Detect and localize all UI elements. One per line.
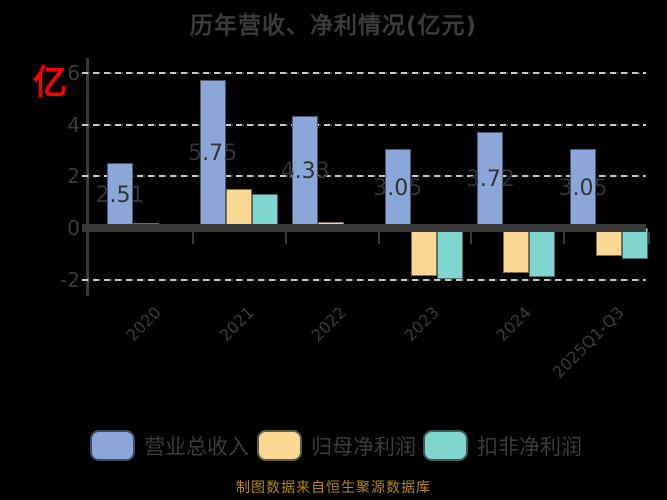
legend-label-deducted-net-profit: 扣非净利润	[477, 434, 582, 459]
gridline-2	[82, 175, 646, 178]
y-tick-label--2: -2	[60, 267, 80, 292]
x-axis-tick-1	[284, 232, 287, 244]
bar-revenue-2022	[292, 116, 319, 228]
bar-value-label-2020: 2.51	[95, 182, 145, 208]
y-axis-unit-label: 亿	[33, 63, 67, 103]
bar-revenue-2021	[199, 79, 226, 228]
bar-net-profit-2021	[225, 189, 252, 228]
legend-label-net-profit: 归母净利润	[311, 434, 416, 459]
bar-deducted-net-profit-2025Q1-Q3	[622, 228, 648, 260]
y-tick-label-2: 2	[67, 164, 80, 189]
gridline--2	[82, 278, 646, 281]
legend-swatch-net-profit	[257, 430, 302, 461]
legend-swatch-deducted-net-profit	[423, 430, 468, 461]
bar-net-profit-2025Q1-Q3	[596, 228, 622, 257]
bar-net-profit-2023	[410, 228, 437, 276]
legend-label-revenue: 营业总收入	[144, 434, 249, 459]
bar-deducted-net-profit-2024	[529, 228, 556, 278]
bar-deducted-net-profit-2021	[251, 193, 278, 228]
bar-revenue-2020	[107, 163, 133, 228]
y-tick-label-6: 6	[67, 61, 80, 86]
bar-revenue-2023	[384, 149, 411, 228]
bar-revenue-2024	[477, 132, 504, 228]
bar-value-label-2022: 4.33	[280, 159, 330, 185]
bar-deducted-net-profit-2023	[436, 228, 463, 279]
legend-item-deducted-net-profit: 扣非净利润	[423, 430, 582, 461]
y-tick-label-4: 4	[67, 112, 80, 137]
x-axis-tick-0	[192, 232, 195, 244]
bar-value-label-2024: 3.72	[465, 167, 515, 192]
x-axis-tick-3	[470, 232, 473, 244]
bar-value-label-2025Q1-Q3: 3.05	[558, 175, 608, 201]
gridline-6	[82, 72, 646, 75]
x-axis-tick-4	[562, 232, 565, 244]
x-axis-tick-2	[377, 232, 380, 244]
x-axis-zero-line	[82, 224, 646, 232]
chart-title: 历年营收、净利情况(亿元)	[189, 13, 478, 39]
bar-revenue-2025Q1-Q3	[570, 149, 596, 228]
gridline-4	[82, 123, 646, 126]
legend-swatch-revenue	[90, 430, 135, 461]
legend-item-net-profit: 归母净利润	[257, 430, 416, 461]
bar-value-label-2023: 3.05	[373, 175, 423, 201]
x-axis-tick-5	[648, 232, 650, 244]
y-tick-label-0: 0	[67, 216, 80, 240]
legend-item-revenue: 营业总收入	[90, 430, 249, 461]
footer-note: 制图数据来自恒生聚源数据库	[236, 480, 431, 496]
bar-net-profit-2024	[503, 228, 530, 274]
bar-value-label-2021: 5.75	[188, 140, 238, 166]
legend: 营业总收入 归母净利润 扣非净利润	[0, 430, 667, 466]
